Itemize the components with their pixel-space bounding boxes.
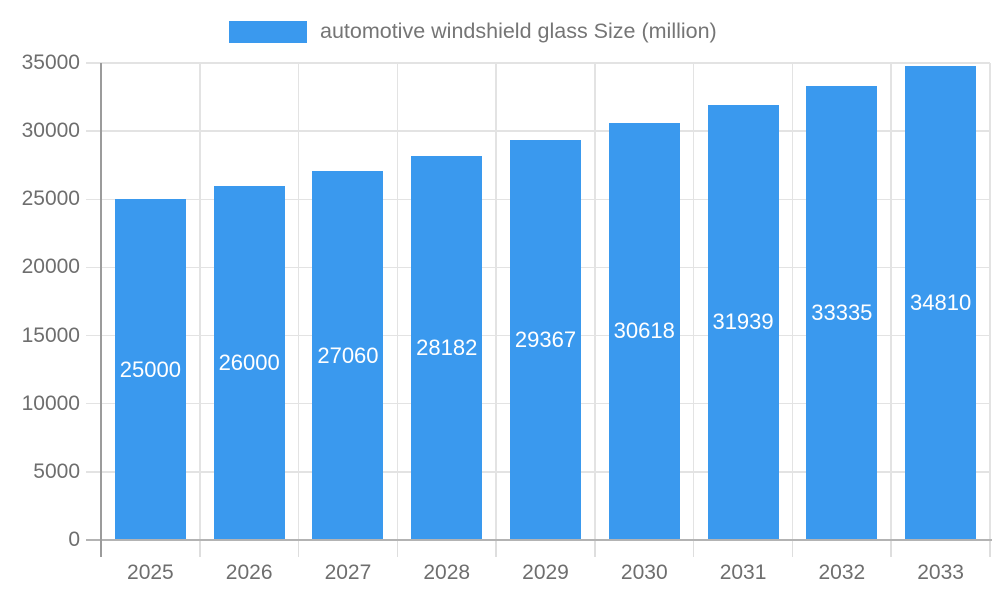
x-tick-mark bbox=[199, 540, 201, 557]
x-tick-label: 2032 bbox=[818, 561, 866, 584]
gridline-v bbox=[297, 63, 300, 540]
bar-value-label: 30618 bbox=[613, 318, 675, 344]
gridline-v bbox=[989, 63, 991, 540]
legend-label: automotive windshield glass Size (millio… bbox=[320, 19, 717, 43]
legend-item[interactable]: automotive windshield glass Size (millio… bbox=[229, 19, 717, 44]
gridline-v bbox=[396, 63, 399, 540]
gridline-v bbox=[692, 63, 695, 540]
bar[interactable] bbox=[608, 122, 680, 540]
gridline-h bbox=[86, 62, 990, 64]
y-tick-label: 15000 bbox=[21, 323, 80, 347]
gridline-v bbox=[594, 63, 596, 540]
x-tick-label: 2029 bbox=[522, 561, 569, 584]
x-tick-mark bbox=[692, 540, 695, 557]
bar[interactable] bbox=[312, 171, 384, 540]
y-tick-label: 5000 bbox=[33, 459, 80, 483]
x-tick-label: 2026 bbox=[225, 561, 273, 584]
x-tick-mark bbox=[791, 540, 794, 557]
y-tick-label: 30000 bbox=[21, 119, 80, 143]
bar-value-label: 25000 bbox=[119, 356, 181, 382]
y-tick-label: 25000 bbox=[21, 187, 80, 211]
x-tick-label: 2025 bbox=[127, 561, 174, 584]
x-tick-mark bbox=[297, 540, 300, 557]
gridline-v bbox=[199, 63, 201, 540]
x-axis-baseline bbox=[86, 539, 992, 541]
gridline-v bbox=[890, 63, 892, 540]
bar[interactable] bbox=[411, 155, 483, 540]
y-tick-label: 10000 bbox=[21, 391, 80, 415]
y-tick-label: 35000 bbox=[21, 51, 80, 74]
bar-value-label: 31939 bbox=[712, 309, 774, 335]
gridline-v bbox=[791, 63, 794, 540]
bar[interactable] bbox=[806, 85, 878, 540]
bar[interactable] bbox=[213, 185, 285, 540]
x-tick-mark bbox=[495, 540, 497, 557]
x-tick-label: 2031 bbox=[719, 561, 767, 584]
bar-value-label: 29367 bbox=[514, 326, 577, 352]
gridline-h bbox=[86, 130, 990, 132]
gridline-v bbox=[495, 63, 497, 540]
bar-value-label: 33335 bbox=[811, 299, 873, 325]
bar[interactable] bbox=[510, 139, 581, 540]
y-tick-label: 20000 bbox=[21, 255, 80, 279]
bar[interactable] bbox=[707, 104, 779, 540]
x-tick-label: 2033 bbox=[917, 561, 964, 584]
bar-value-label: 27060 bbox=[317, 342, 379, 368]
x-tick-mark bbox=[890, 540, 892, 557]
y-axis-line bbox=[100, 63, 102, 557]
bar[interactable] bbox=[114, 199, 186, 540]
x-tick-label: 2027 bbox=[324, 561, 372, 584]
x-tick-label: 2028 bbox=[423, 561, 471, 584]
bar-value-label: 34810 bbox=[910, 289, 972, 315]
bar-value-label: 28182 bbox=[416, 334, 478, 360]
x-tick-mark bbox=[594, 540, 596, 557]
x-tick-mark bbox=[396, 540, 399, 557]
bar[interactable] bbox=[905, 65, 977, 540]
x-tick-label: 2030 bbox=[620, 561, 668, 584]
y-tick-label: 0 bbox=[68, 528, 80, 551]
legend-swatch bbox=[229, 20, 307, 43]
x-tick-mark bbox=[989, 540, 991, 557]
bar-value-label: 26000 bbox=[218, 349, 280, 375]
